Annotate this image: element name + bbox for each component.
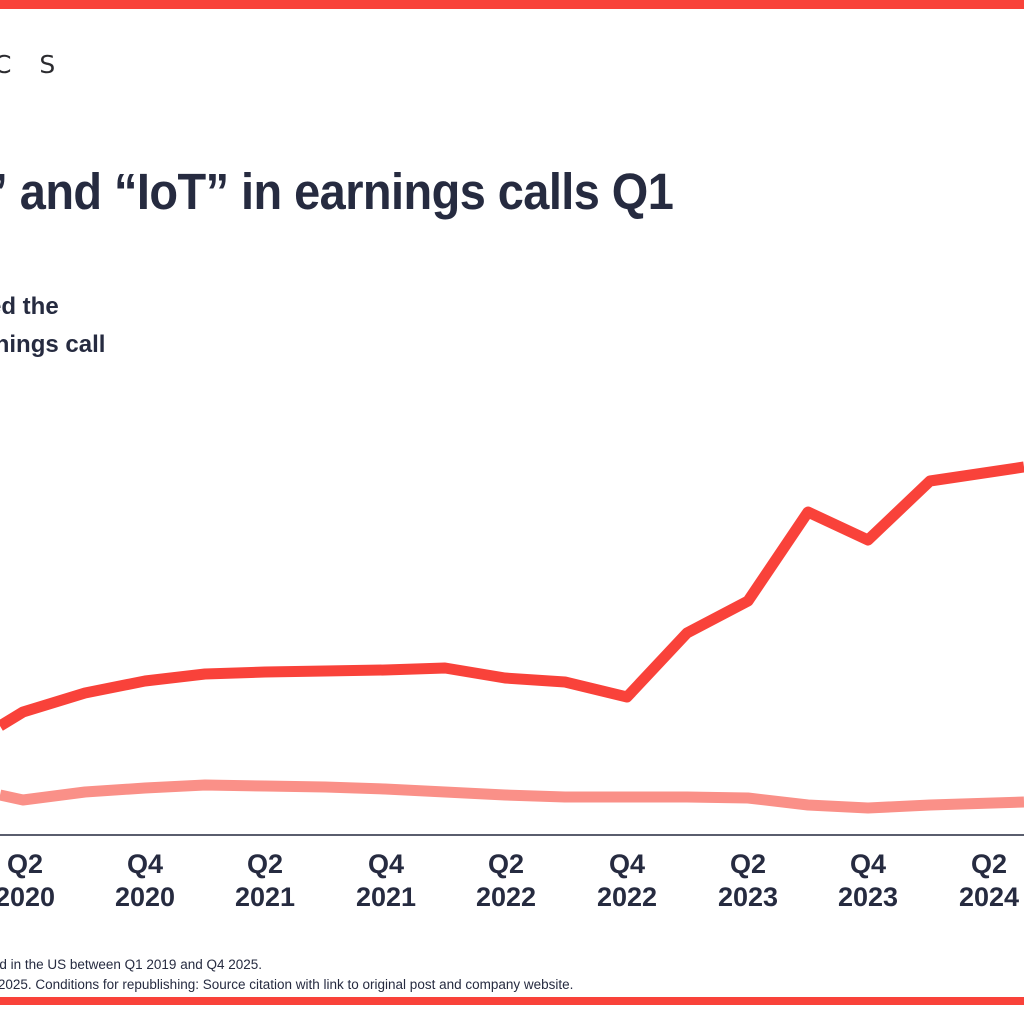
x-tick-label: Q4 2020 — [114, 849, 176, 912]
x-tick-label: Q2 2023 — [717, 849, 779, 912]
top-accent-rule — [0, 0, 1024, 9]
footnote-line-2: s talked about in Q4 2025. Conditions fo… — [0, 977, 574, 992]
x-tick-label: Q4 2021 — [355, 849, 417, 912]
page-title: of “AI” and “IoT” in earnings calls Q1 — [0, 163, 674, 220]
x-tick-label: Q4 2023 — [837, 849, 899, 912]
x-tick-label: Q2 2020 — [0, 849, 56, 912]
footnote-line-1: lobal companies listed in the US between… — [0, 957, 263, 972]
page-subtitle: hat mentioned the e in their earnings ca… — [0, 293, 106, 358]
x-tick-label: Q4 2022 — [596, 849, 658, 912]
x-tick-label: Q2 2024 — [958, 849, 1020, 912]
x-tick-label: Q2 2022 — [475, 849, 537, 912]
series-line-iot — [0, 779, 1024, 814]
x-axis-labels: Q2 2020 Q4 2020 Q2 2021 Q4 2021 Q2 2022 … — [0, 848, 1024, 918]
x-tick-label: Q2 2021 — [234, 849, 296, 912]
footnotes: lobal companies listed in the US between… — [0, 955, 1024, 995]
brand-logo: C S — [0, 50, 66, 79]
bottom-accent-rule — [0, 997, 1024, 1005]
x-axis-line — [0, 834, 1024, 836]
line-chart — [0, 400, 1024, 836]
series-line-ai — [0, 461, 1024, 731]
